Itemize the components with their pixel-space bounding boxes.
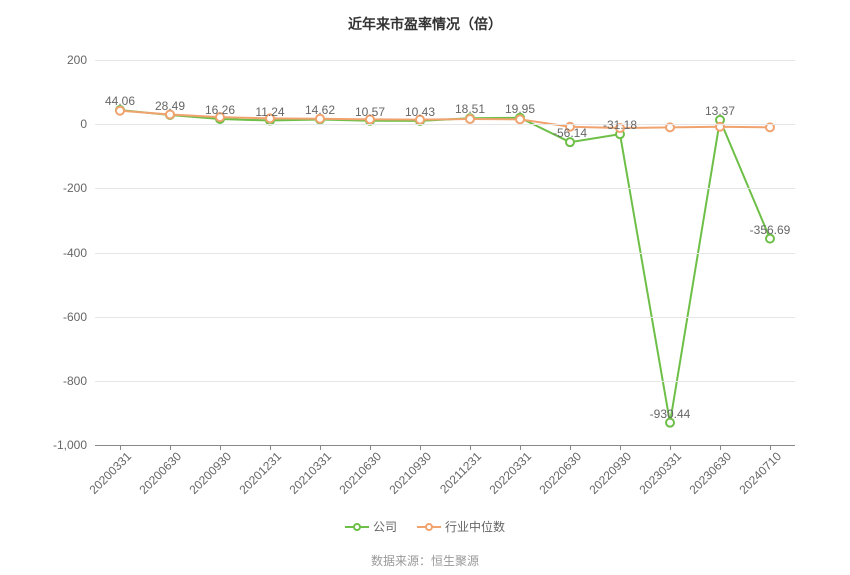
plot-area: -1,000-800-600-400-200020020200331202006… — [95, 60, 795, 445]
legend-label: 公司 — [373, 518, 397, 535]
data-label: -56.14 — [553, 126, 587, 142]
data-label: 28.49 — [155, 99, 185, 115]
grid-line — [95, 188, 795, 189]
data-label: 16.26 — [205, 103, 235, 119]
x-axis — [95, 445, 795, 446]
data-label: 18.51 — [455, 102, 485, 118]
legend-item[interactable]: 公司 — [345, 518, 397, 535]
pe-ratio-chart: 近年来市盈率情况（倍） -1,000-800-600-400-200020020… — [0, 0, 850, 575]
data-source: 数据来源：恒生聚源 — [0, 552, 850, 569]
x-tick-label: 20210331 — [282, 445, 334, 497]
data-label: 10.57 — [355, 105, 385, 121]
x-tick-label: 20230331 — [632, 445, 684, 497]
x-tick-label: 20200630 — [132, 445, 184, 497]
y-tick-label: 200 — [67, 53, 95, 67]
source-prefix: 数据来源： — [371, 554, 431, 568]
data-label: 10.43 — [405, 105, 435, 121]
x-tick-label: 20211231 — [433, 445, 484, 496]
x-tick-label: 20200331 — [82, 445, 134, 497]
y-tick-label: -600 — [63, 310, 95, 324]
data-label: -356.69 — [750, 223, 791, 239]
legend-label: 行业中位数 — [445, 518, 505, 535]
data-label: 44.06 — [105, 94, 135, 110]
data-label: -31.18 — [603, 118, 637, 134]
y-tick-label: -400 — [63, 246, 95, 260]
grid-line — [95, 60, 795, 61]
legend-item[interactable]: 行业中位数 — [417, 518, 505, 535]
data-label: -930.44 — [650, 407, 691, 423]
legend-marker-icon — [417, 521, 441, 533]
y-tick-label: -800 — [63, 374, 95, 388]
grid-line — [95, 381, 795, 382]
source-name: 恒生聚源 — [431, 554, 479, 568]
x-tick-label: 20210930 — [382, 445, 434, 497]
chart-title: 近年来市盈率情况（倍） — [0, 0, 850, 34]
x-tick-label: 20200930 — [182, 445, 234, 497]
grid-line — [95, 124, 795, 125]
x-tick-label: 20220930 — [582, 445, 634, 497]
legend: 公司 行业中位数 — [0, 518, 850, 536]
series-line — [120, 110, 770, 423]
data-label: 11.24 — [255, 105, 284, 121]
y-tick-label: -200 — [63, 181, 95, 195]
data-label: 19.95 — [505, 102, 535, 118]
legend-marker-icon — [345, 521, 369, 533]
x-tick-label: 20210630 — [332, 445, 384, 497]
x-tick-label: 20240710 — [732, 445, 784, 497]
y-tick-label: -1,000 — [53, 438, 95, 452]
x-tick-label: 20201231 — [232, 445, 284, 497]
x-tick-label: 20230630 — [682, 445, 734, 497]
data-label: 14.62 — [305, 103, 335, 119]
x-tick-label: 20220331 — [482, 445, 534, 497]
grid-line — [95, 317, 795, 318]
data-label: 13.37 — [705, 104, 735, 120]
grid-line — [95, 253, 795, 254]
x-tick-label: 20220630 — [532, 445, 584, 497]
y-tick-label: 0 — [80, 117, 95, 131]
